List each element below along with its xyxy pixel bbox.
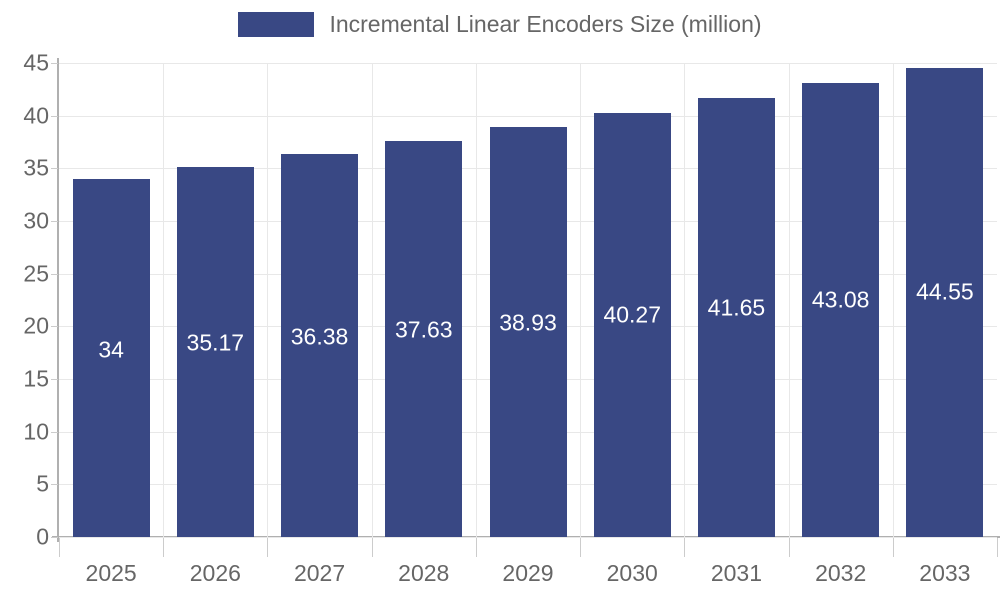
y-axis-tick <box>51 63 58 64</box>
legend-swatch-icon <box>238 11 315 37</box>
bar[interactable] <box>593 112 671 537</box>
gridline-vertical <box>163 63 164 537</box>
x-axis-tick-label: 2030 <box>606 560 658 586</box>
y-axis-tick <box>51 115 58 117</box>
x-axis-tick-label: 2025 <box>85 560 137 586</box>
y-axis-tick-label: 35 <box>23 154 49 181</box>
y-axis-tick <box>51 537 58 538</box>
x-axis-tick-label: 2031 <box>710 560 763 586</box>
y-axis-tick-label: 40 <box>23 102 49 129</box>
x-axis-tick <box>59 538 60 557</box>
legend-label: Incremental Linear Encoders Size (millio… <box>329 10 762 37</box>
x-axis-tick-label: 2033 <box>919 560 971 586</box>
gridline-horizontal <box>59 63 997 64</box>
x-axis-tick <box>267 538 268 557</box>
y-axis-tick <box>51 379 58 380</box>
y-axis-tick-label: 0 <box>36 523 49 550</box>
y-axis-tick-label: 20 <box>23 312 49 339</box>
plot-area: 34 35.17 36.38 37.63 38.93 40.27 41.65 43.08 44.… <box>59 63 997 538</box>
y-axis-tick-label: 45 <box>23 49 49 76</box>
x-axis-tick-label: 2029 <box>502 560 554 586</box>
y-axis-tick <box>51 221 58 222</box>
gridline-vertical <box>476 63 477 537</box>
y-axis-tick-label: 15 <box>23 365 49 392</box>
x-axis-tick <box>580 538 581 557</box>
y-axis-tick <box>51 168 58 170</box>
y-axis-tick-label: 30 <box>23 207 49 234</box>
bar[interactable] <box>176 166 254 537</box>
x-axis-tick <box>163 538 164 557</box>
x-axis-tick-label: 2027 <box>293 560 346 586</box>
gridline-vertical <box>789 63 790 537</box>
x-axis-tick <box>893 538 894 557</box>
x-axis-tick-label: 2028 <box>398 560 450 586</box>
x-axis-tick <box>476 538 477 557</box>
bar[interactable] <box>906 67 984 537</box>
y-axis-tick <box>51 431 58 433</box>
y-axis-line <box>57 58 59 542</box>
gridline-vertical <box>893 63 894 537</box>
y-axis-tick-label: 10 <box>23 418 49 445</box>
gridline-horizontal <box>59 115 997 117</box>
gridline-vertical <box>372 63 373 537</box>
gridline-vertical <box>267 63 268 537</box>
x-axis-tick <box>997 538 998 557</box>
bar[interactable] <box>697 98 775 537</box>
bar[interactable] <box>802 83 880 537</box>
x-axis-tick-label: 2032 <box>815 560 867 586</box>
y-axis-labels: 0 5 10 15 20 25 30 35 40 45 <box>0 0 49 600</box>
chart-legend: Incremental Linear Encoders Size (millio… <box>0 0 1000 48</box>
gridline-vertical <box>684 63 685 537</box>
x-axis-tick-label: 2026 <box>189 560 241 586</box>
y-axis-tick <box>51 484 58 486</box>
gridline-horizontal <box>59 537 997 538</box>
x-axis-tick <box>789 538 790 557</box>
bar[interactable] <box>72 178 150 537</box>
bar[interactable] <box>489 126 567 537</box>
y-axis-tick <box>51 326 58 328</box>
y-axis-tick <box>51 273 58 275</box>
y-axis-tick-label: 25 <box>23 260 49 287</box>
gridline-vertical <box>580 63 581 537</box>
y-axis-tick-label: 5 <box>36 470 49 497</box>
bar[interactable] <box>281 153 359 537</box>
x-axis-tick <box>684 538 685 557</box>
x-axis-tick <box>372 538 373 557</box>
bar[interactable] <box>385 140 463 537</box>
